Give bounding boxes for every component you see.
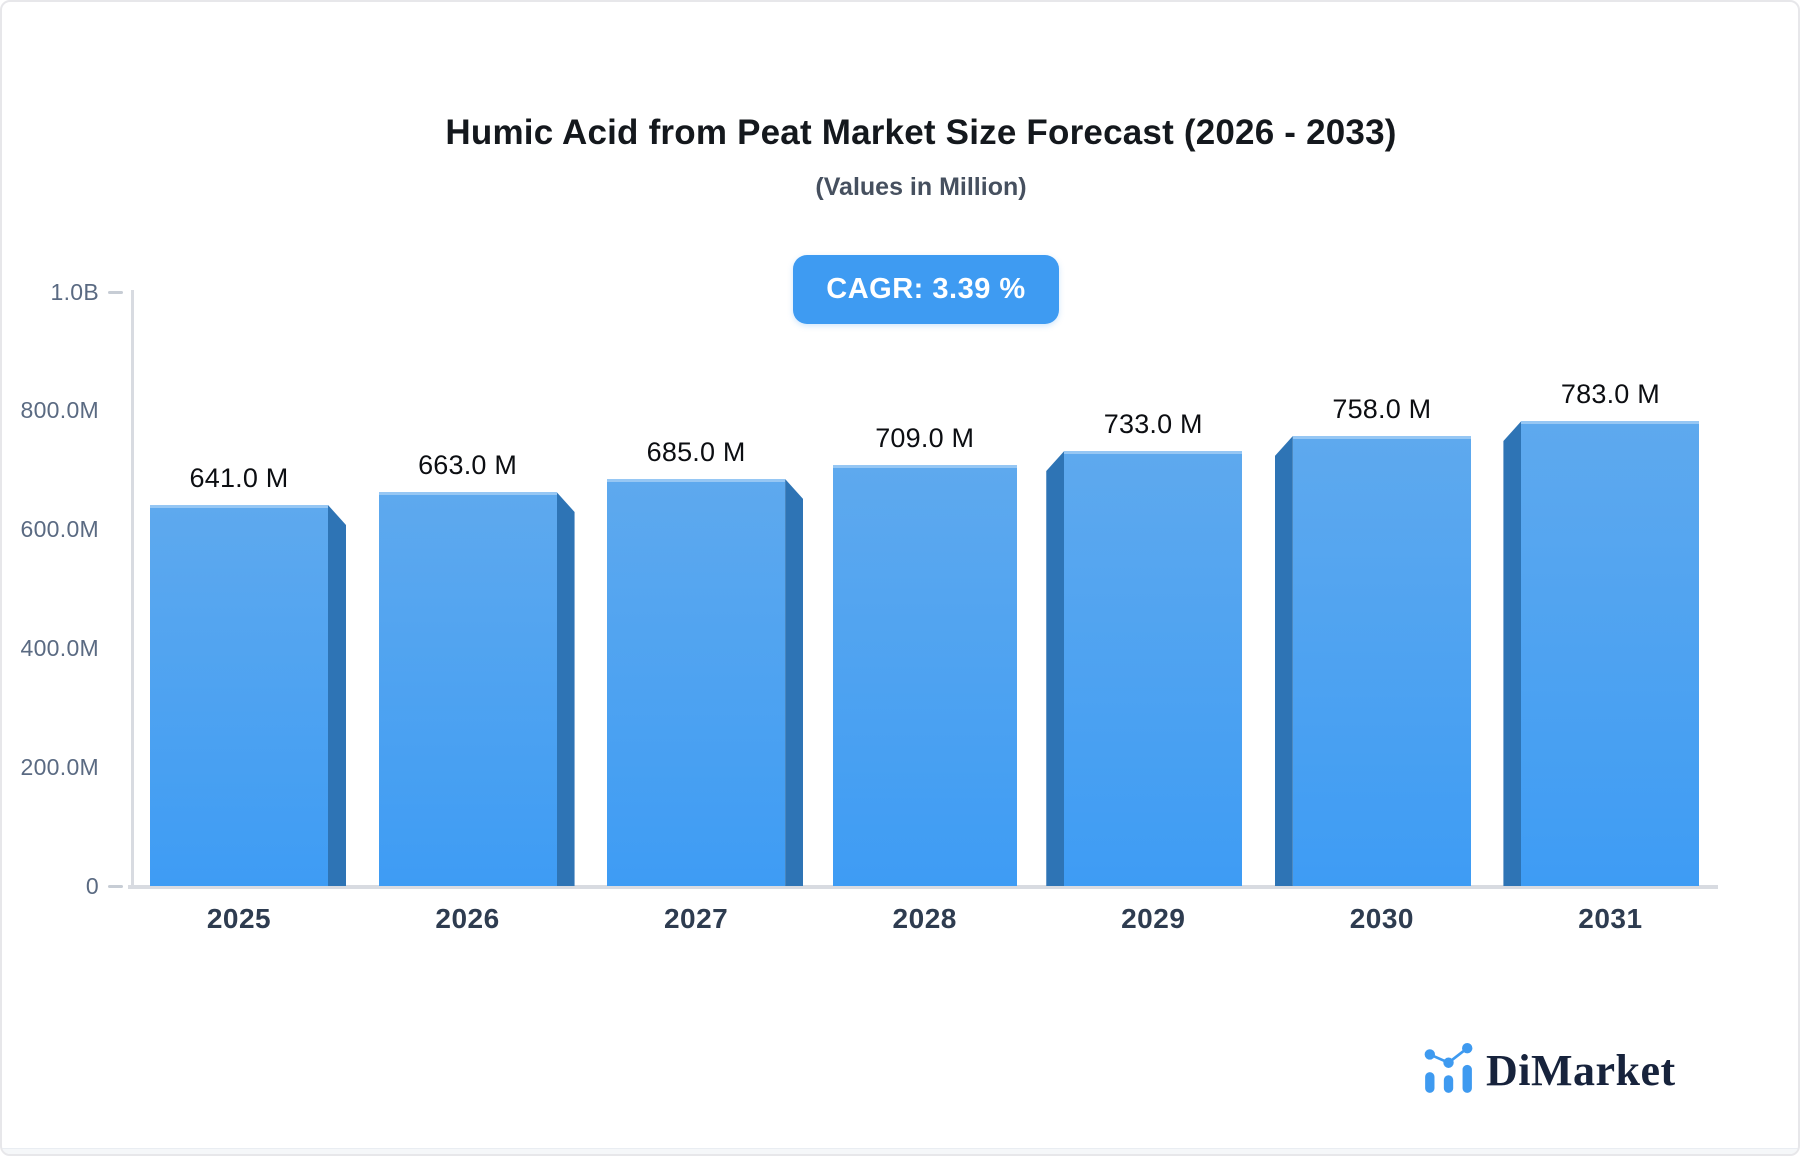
bar-side-2029: [1046, 451, 1065, 886]
bar-value-label: 783.0 M: [1560, 379, 1660, 409]
chart-title: Humic Acid from Peat Market Size Forecas…: [445, 113, 1397, 152]
x-axis-line: [128, 885, 1718, 889]
bar-2028: [832, 465, 1017, 886]
bar-value-label: 758.0 M: [1332, 394, 1432, 424]
y-tick-200.0M: 200.0M: [2, 752, 123, 782]
y-tick-label: 0: [85, 872, 99, 899]
bar-value-label: 663.0 M: [418, 450, 518, 480]
y-tick-label: 400.0M: [20, 634, 99, 661]
bar-2030: [1292, 436, 1471, 886]
y-axis-line: [131, 290, 134, 889]
x-tick-2025: 2025: [206, 903, 272, 934]
x-tick-2027: 2027: [663, 903, 729, 934]
y-tick-600.0M: 600.0M: [2, 515, 123, 545]
brand-logo: DiMarket: [1422, 1042, 1676, 1096]
y-tick-400.0M: 400.0M: [2, 633, 123, 663]
chart-subtitle: (Values in Million): [815, 173, 1027, 201]
y-tick-dash: [108, 290, 123, 294]
y-tick-1.0B: 1.0B: [2, 277, 123, 307]
bar-2025: [150, 505, 328, 886]
y-tick-800.0M: 800.0M: [2, 396, 123, 426]
y-tick-dash: [108, 884, 123, 888]
bar-2027: [607, 479, 786, 886]
bar-2026: [378, 492, 557, 886]
cagr-badge: CAGR: 3.39 %: [793, 255, 1059, 324]
y-tick-0: 0: [2, 871, 123, 901]
brand-name: DiMarket: [1486, 1046, 1676, 1095]
x-tick-2031: 2031: [1578, 903, 1643, 934]
x-tick-2026: 2026: [435, 903, 500, 934]
bar-value-label: 641.0 M: [189, 463, 289, 493]
bar-value-label: 733.0 M: [1103, 409, 1203, 439]
x-tick-2028: 2028: [892, 903, 957, 934]
x-tick-2030: 2030: [1349, 903, 1414, 934]
dimarket-logo-icon: [1424, 1043, 1473, 1093]
bar-side-2027: [785, 479, 804, 886]
bar-2029: [1064, 451, 1243, 886]
y-tick-label: 1.0B: [50, 278, 99, 305]
bar-side-2026: [556, 492, 575, 886]
y-tick-label: 600.0M: [20, 516, 99, 543]
bar-value-label: 709.0 M: [875, 423, 975, 453]
bar-2031: [1521, 421, 1700, 886]
x-tick-2029: 2029: [1121, 903, 1186, 934]
bar-side-2030: [1274, 436, 1293, 886]
bottom-strip: [2, 1148, 1798, 1154]
bar-side-2025: [328, 505, 346, 886]
y-tick-label: 800.0M: [20, 397, 99, 424]
bar-value-label: 685.0 M: [646, 437, 746, 467]
y-tick-label: 200.0M: [20, 753, 99, 780]
bar-side-2031: [1503, 421, 1522, 886]
